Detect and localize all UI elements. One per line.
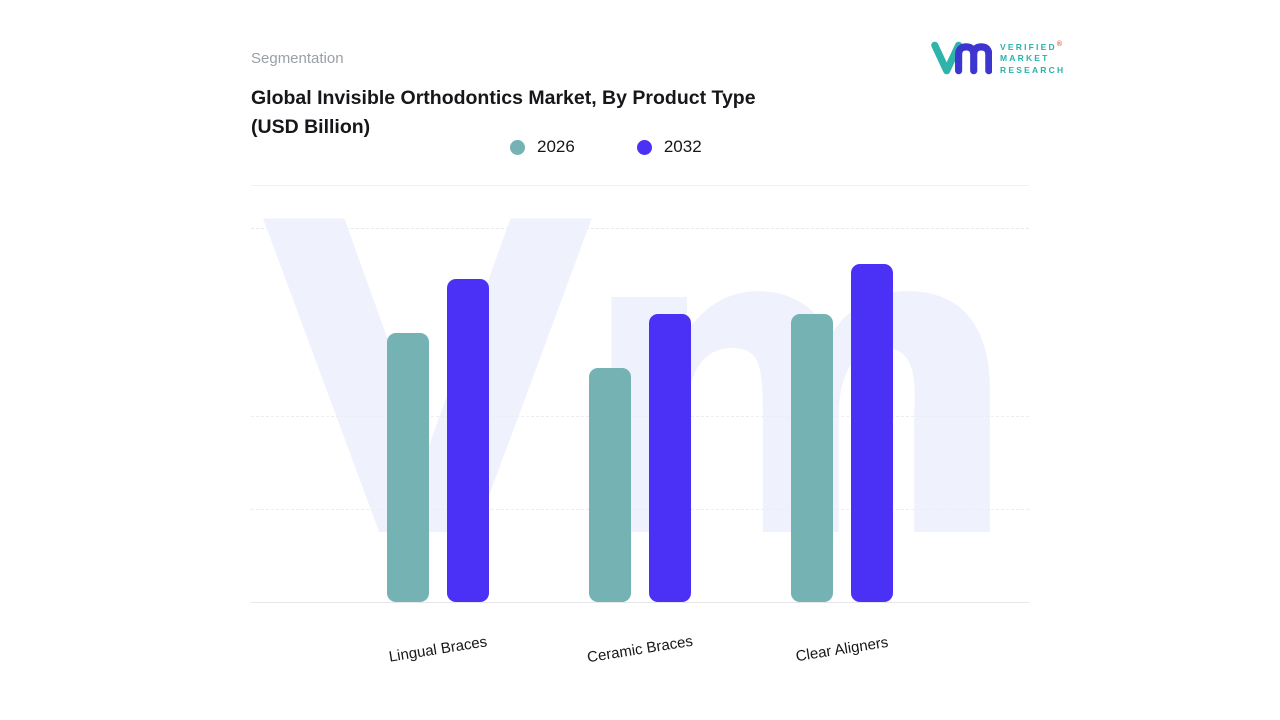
bar-2026-lingual-braces [387,333,429,602]
bar-2032-lingual-braces [447,278,489,602]
logo-line-verified: VERIFIED® [1000,40,1065,52]
bar-2032-ceramic-braces [649,313,691,602]
x-axis-label-clear-aligners: Clear Aligners [794,633,890,666]
vmr-logo: VERIFIED® MARKET RESEARCH [930,38,1065,78]
bar-group-ceramic-braces [589,229,691,602]
legend-item-2026: 2026 [510,137,575,157]
bar-chart-plot-area: Vm [251,134,1029,634]
bar-groups [251,229,1029,602]
bar-group-lingual-braces [387,229,489,602]
header-divider [251,185,1029,186]
bar-2026-clear-aligners [791,313,833,602]
bar-2032-clear-aligners [851,263,893,602]
legend-item-2032: 2032 [636,137,702,157]
legend-label-2026: 2026 [537,137,575,156]
x-axis-label-lingual-braces: Lingual Braces [387,633,489,666]
logo-line-research: RESEARCH [1000,65,1066,76]
legend-dot-2026 [510,139,525,155]
vmr-logo-text: VERIFIED® MARKET RESEARCH [1000,41,1065,76]
vmr-logo-mark [931,41,992,75]
legend-label-2032: 2032 [663,137,702,156]
registered-mark: ® [1056,40,1065,48]
logo-line-market: MARKET [1000,53,1050,64]
x-axis-label-ceramic-braces: Ceramic Braces [585,632,695,667]
x-axis-labels: Lingual Braces Ceramic Braces Clear Aligne… [251,603,1029,683]
gridline-mid [251,415,1029,417]
bar-group-clear-aligners [791,229,893,602]
chart-legend: 2026 2032 [510,137,702,157]
gridline-low [251,508,1029,510]
legend-dot-2032 [636,139,652,155]
chart-title: Global Invisible Orthodontics Market, By… [251,87,756,138]
bar-2026-ceramic-braces [589,368,631,602]
eyebrow-label: Segmentation [251,50,344,67]
